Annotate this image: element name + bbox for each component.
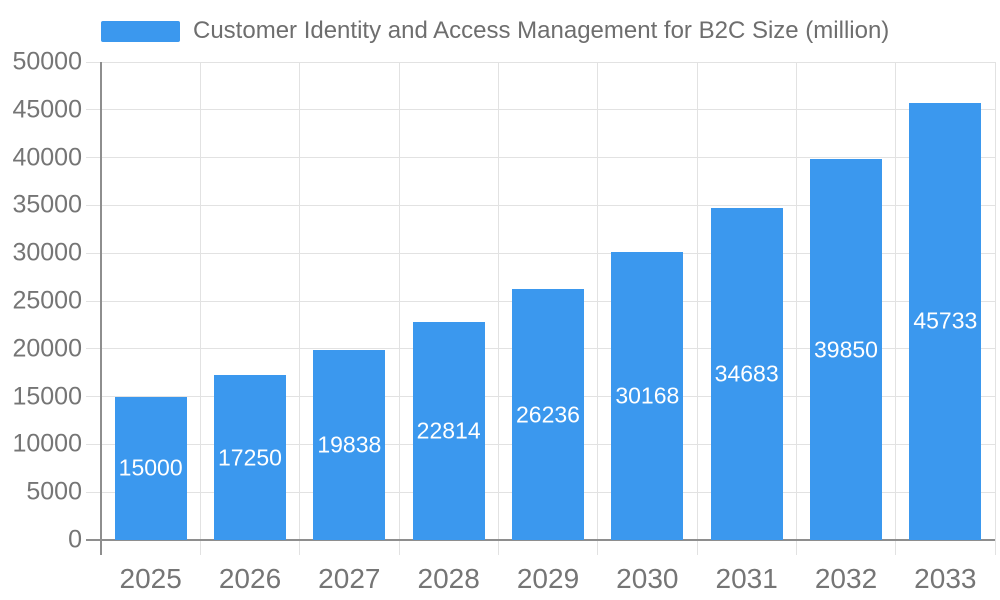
bar — [710, 208, 783, 540]
x-tick-label: 2033 — [914, 563, 977, 594]
x-axis-line — [86, 539, 995, 541]
bar-value-label: 17250 — [218, 444, 282, 471]
bar — [313, 350, 386, 540]
bar-value-label: 34683 — [714, 360, 779, 387]
bar-value-label: 45733 — [913, 307, 978, 334]
h-gridline — [86, 157, 995, 159]
v-gridline — [597, 62, 599, 555]
bar — [909, 102, 982, 540]
legend-item[interactable]: Customer Identity and Access Management … — [101, 17, 889, 45]
bar — [511, 289, 584, 540]
y-tick-label: 5000 — [26, 477, 82, 506]
bar-value-label: 26236 — [516, 401, 580, 428]
y-tick-label: 30000 — [12, 238, 82, 267]
v-gridline — [994, 62, 996, 555]
bar-value-label: 15000 — [118, 454, 183, 481]
bar-value-label: 22814 — [416, 417, 481, 444]
bar-value-label: 30168 — [615, 382, 680, 409]
y-tick-label: 15000 — [12, 382, 82, 411]
bar — [611, 251, 684, 540]
x-tick-label: 2027 — [318, 563, 381, 594]
h-gridline — [86, 204, 995, 206]
x-tick-label: 2030 — [616, 563, 679, 594]
bar — [809, 159, 882, 540]
v-gridline — [497, 62, 499, 555]
bar — [114, 396, 187, 540]
v-gridline — [795, 62, 797, 555]
v-gridline — [895, 62, 897, 555]
x-tick-label: 2028 — [417, 563, 480, 594]
y-tick-label: 25000 — [12, 286, 82, 315]
bar-value-label: 39850 — [814, 336, 878, 363]
x-tick-label: 2026 — [218, 563, 282, 594]
y-tick-label: 20000 — [12, 334, 82, 363]
y-tick-label: 50000 — [12, 47, 82, 76]
y-tick-label: 0 — [68, 525, 82, 554]
y-tick-label: 40000 — [12, 143, 82, 172]
bar — [412, 321, 485, 540]
legend-label: Customer Identity and Access Management … — [193, 17, 890, 44]
v-gridline — [299, 62, 301, 555]
x-tick-label: 2029 — [516, 563, 580, 594]
h-gridline — [86, 61, 995, 63]
y-tick-label: 35000 — [12, 190, 82, 219]
x-tick-label: 2032 — [814, 563, 878, 594]
legend-swatch-icon — [101, 20, 180, 42]
h-gridline — [86, 109, 995, 111]
v-gridline — [199, 62, 201, 555]
bar-value-label: 19838 — [317, 431, 382, 458]
y-tick-label: 10000 — [12, 429, 82, 458]
x-tick-label: 2031 — [715, 563, 778, 594]
bar — [213, 375, 286, 540]
y-tick-label: 45000 — [12, 95, 82, 124]
v-gridline — [696, 62, 698, 555]
h-gridline — [86, 252, 995, 254]
y-axis-line — [100, 62, 102, 555]
v-gridline — [398, 62, 400, 555]
x-tick-label: 2025 — [119, 563, 182, 594]
